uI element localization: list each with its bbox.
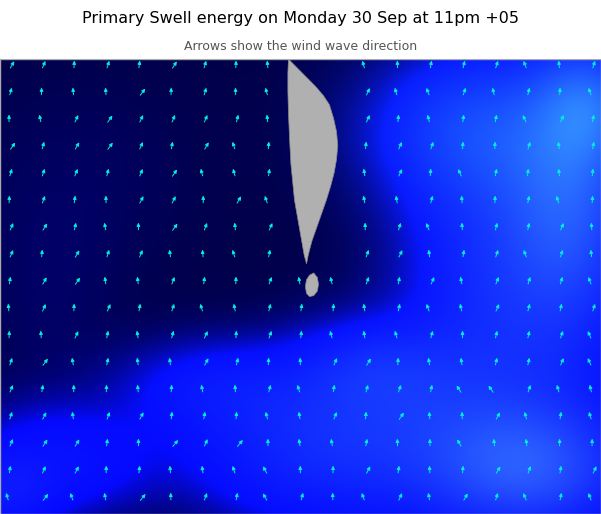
Text: Primary Swell energy on Monday 30 Sep at 11pm +05: Primary Swell energy on Monday 30 Sep at… xyxy=(82,11,519,26)
Text: Arrows show the wind wave direction: Arrows show the wind wave direction xyxy=(184,40,417,52)
Polygon shape xyxy=(288,59,338,264)
Polygon shape xyxy=(305,273,319,297)
